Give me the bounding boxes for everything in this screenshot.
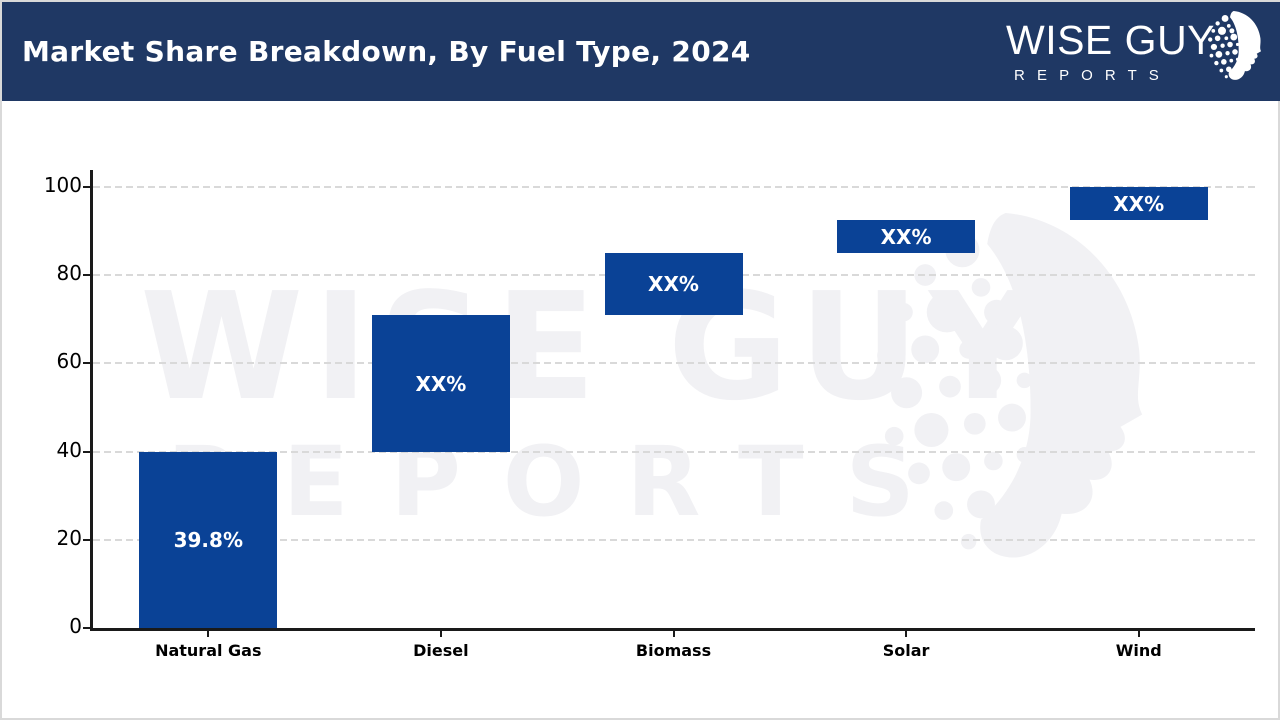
logo-head-icon (1208, 11, 1262, 80)
gridline (93, 450, 1255, 453)
x-tick-label-biomass: Biomass (635, 641, 712, 660)
header-bar: Market Share Breakdown, By Fuel Type, 20… (2, 2, 1280, 101)
bar-label: 39.8% (173, 528, 243, 553)
bar-wind: XX% (1069, 187, 1208, 221)
x-tick (672, 629, 675, 637)
wise-guy-logo: WISE GUY R E P O R T S (1006, 11, 1262, 84)
y-tick (83, 362, 92, 365)
bar-natural-gas: 39.8% (139, 452, 278, 628)
y-tick (83, 450, 92, 453)
x-tick (207, 629, 210, 637)
y-tick-label: 100 (43, 173, 82, 197)
x-tick-label-diesel: Diesel (413, 641, 469, 660)
bar-biomass: XX% (604, 253, 743, 315)
logo-text-wise-guy: WISE GUY (1006, 17, 1215, 63)
bar-solar: XX% (837, 220, 976, 254)
y-axis-line (90, 170, 93, 630)
plot: 0 20 40 60 80 100 Natural Gas Diesel Biomass Sola… (2, 101, 1280, 722)
logo-text-reports: R E P O R T S (1014, 67, 1163, 84)
y-tick (83, 538, 92, 541)
x-tick (439, 629, 442, 637)
y-tick (83, 627, 92, 629)
bar-label: XX% (648, 272, 699, 296)
x-tick (905, 629, 908, 637)
y-tick-label: 60 (56, 349, 82, 374)
bar-label: XX% (415, 371, 467, 396)
watermark-reports-text: REPORTS (167, 426, 957, 538)
x-tick (1137, 629, 1140, 637)
x-tick-label-solar: Solar (882, 641, 930, 660)
gridline (93, 362, 1255, 365)
chart-title: Market Share Breakdown, By Fuel Type, 20… (22, 35, 751, 68)
gridline (93, 538, 1255, 541)
bar-label: XX% (880, 224, 932, 249)
y-tick-label: 20 (56, 525, 82, 550)
y-tick-label: 40 (56, 437, 82, 462)
bar-label: XX% (1113, 191, 1165, 216)
y-tick (83, 274, 92, 277)
x-axis-line (90, 628, 1255, 631)
bar-diesel: XX% (371, 314, 510, 453)
gridline (93, 186, 1255, 188)
x-tick-label-natural-gas: Natural Gas (155, 641, 262, 660)
y-tick-label: 80 (56, 261, 82, 286)
chart-area: WISE GUY REPORTS 0 20 40 60 80 100 Natural Gas… (2, 101, 1280, 722)
y-tick (83, 186, 92, 188)
y-tick-label: 0 (69, 614, 82, 638)
x-tick-label-wind: Wind (1115, 641, 1162, 660)
